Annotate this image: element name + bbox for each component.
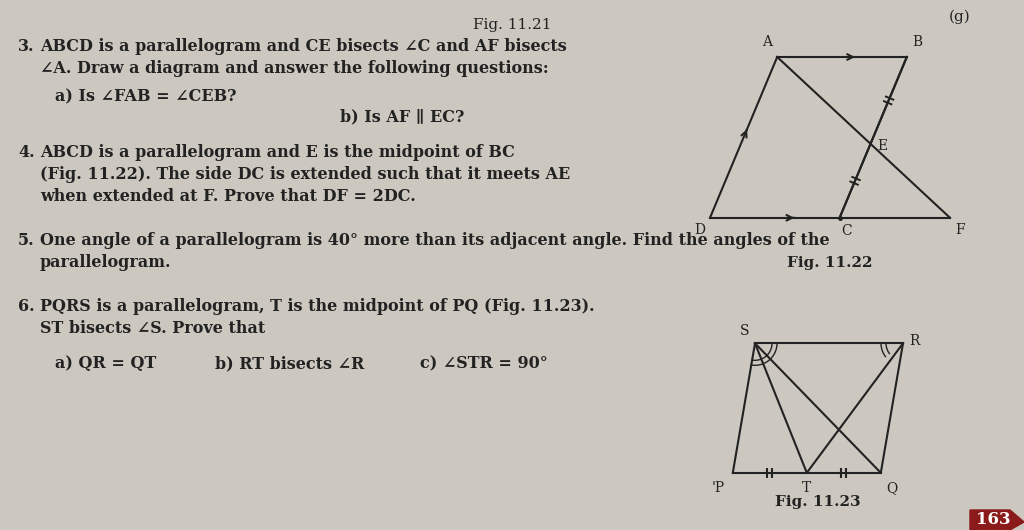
Text: b) RT bisects ∠R: b) RT bisects ∠R <box>215 355 365 372</box>
Text: b) Is AF ∥ EC?: b) Is AF ∥ EC? <box>340 108 464 125</box>
Text: PQRS is a parallelogram, T is the midpoint of PQ (Fig. 11.23).: PQRS is a parallelogram, T is the midpoi… <box>40 298 595 315</box>
Text: a) Is ∠FAB = ∠CEB?: a) Is ∠FAB = ∠CEB? <box>55 88 237 105</box>
Text: One angle of a parallelogram is 40° more than its adjacent angle. Find the angle: One angle of a parallelogram is 40° more… <box>40 232 829 249</box>
Text: Fig. 11.22: Fig. 11.22 <box>787 256 872 270</box>
Text: B: B <box>911 35 922 49</box>
Text: (Fig. 11.22). The side DC is extended such that it meets AE: (Fig. 11.22). The side DC is extended su… <box>40 166 570 183</box>
Text: ABCD is a parallelogram and CE bisects ∠C and AF bisects: ABCD is a parallelogram and CE bisects ∠… <box>40 38 566 55</box>
Text: S: S <box>739 324 749 338</box>
Text: 5.: 5. <box>18 232 35 249</box>
Text: A: A <box>762 35 772 49</box>
Text: ST bisects ∠S. Prove that: ST bisects ∠S. Prove that <box>40 320 265 337</box>
Text: 6.: 6. <box>18 298 35 315</box>
Text: 4.: 4. <box>18 144 35 161</box>
Text: parallelogram.: parallelogram. <box>40 254 171 271</box>
Text: 163: 163 <box>976 511 1011 528</box>
Text: c) ∠STR = 90°: c) ∠STR = 90° <box>420 355 548 372</box>
Text: R: R <box>909 334 920 348</box>
Text: Fig. 11.21: Fig. 11.21 <box>473 18 551 32</box>
Polygon shape <box>970 510 1024 530</box>
Text: ABCD is a parallelogram and E is the midpoint of BC: ABCD is a parallelogram and E is the mid… <box>40 144 515 161</box>
Text: Fig. 11.23: Fig. 11.23 <box>775 495 861 509</box>
Text: 'P: 'P <box>712 481 725 495</box>
Text: when extended at F. Prove that DF = 2DC.: when extended at F. Prove that DF = 2DC. <box>40 188 416 205</box>
Text: 3.: 3. <box>18 38 35 55</box>
Text: C: C <box>842 224 852 238</box>
Text: Q: Q <box>886 481 897 495</box>
Text: T: T <box>802 481 811 495</box>
Text: F: F <box>955 223 965 237</box>
Text: ∠A. Draw a diagram and answer the following questions:: ∠A. Draw a diagram and answer the follow… <box>40 60 549 77</box>
Text: D: D <box>694 223 705 237</box>
Text: a) QR = QT: a) QR = QT <box>55 355 157 372</box>
Text: E: E <box>878 139 888 153</box>
Text: (g): (g) <box>949 10 971 24</box>
